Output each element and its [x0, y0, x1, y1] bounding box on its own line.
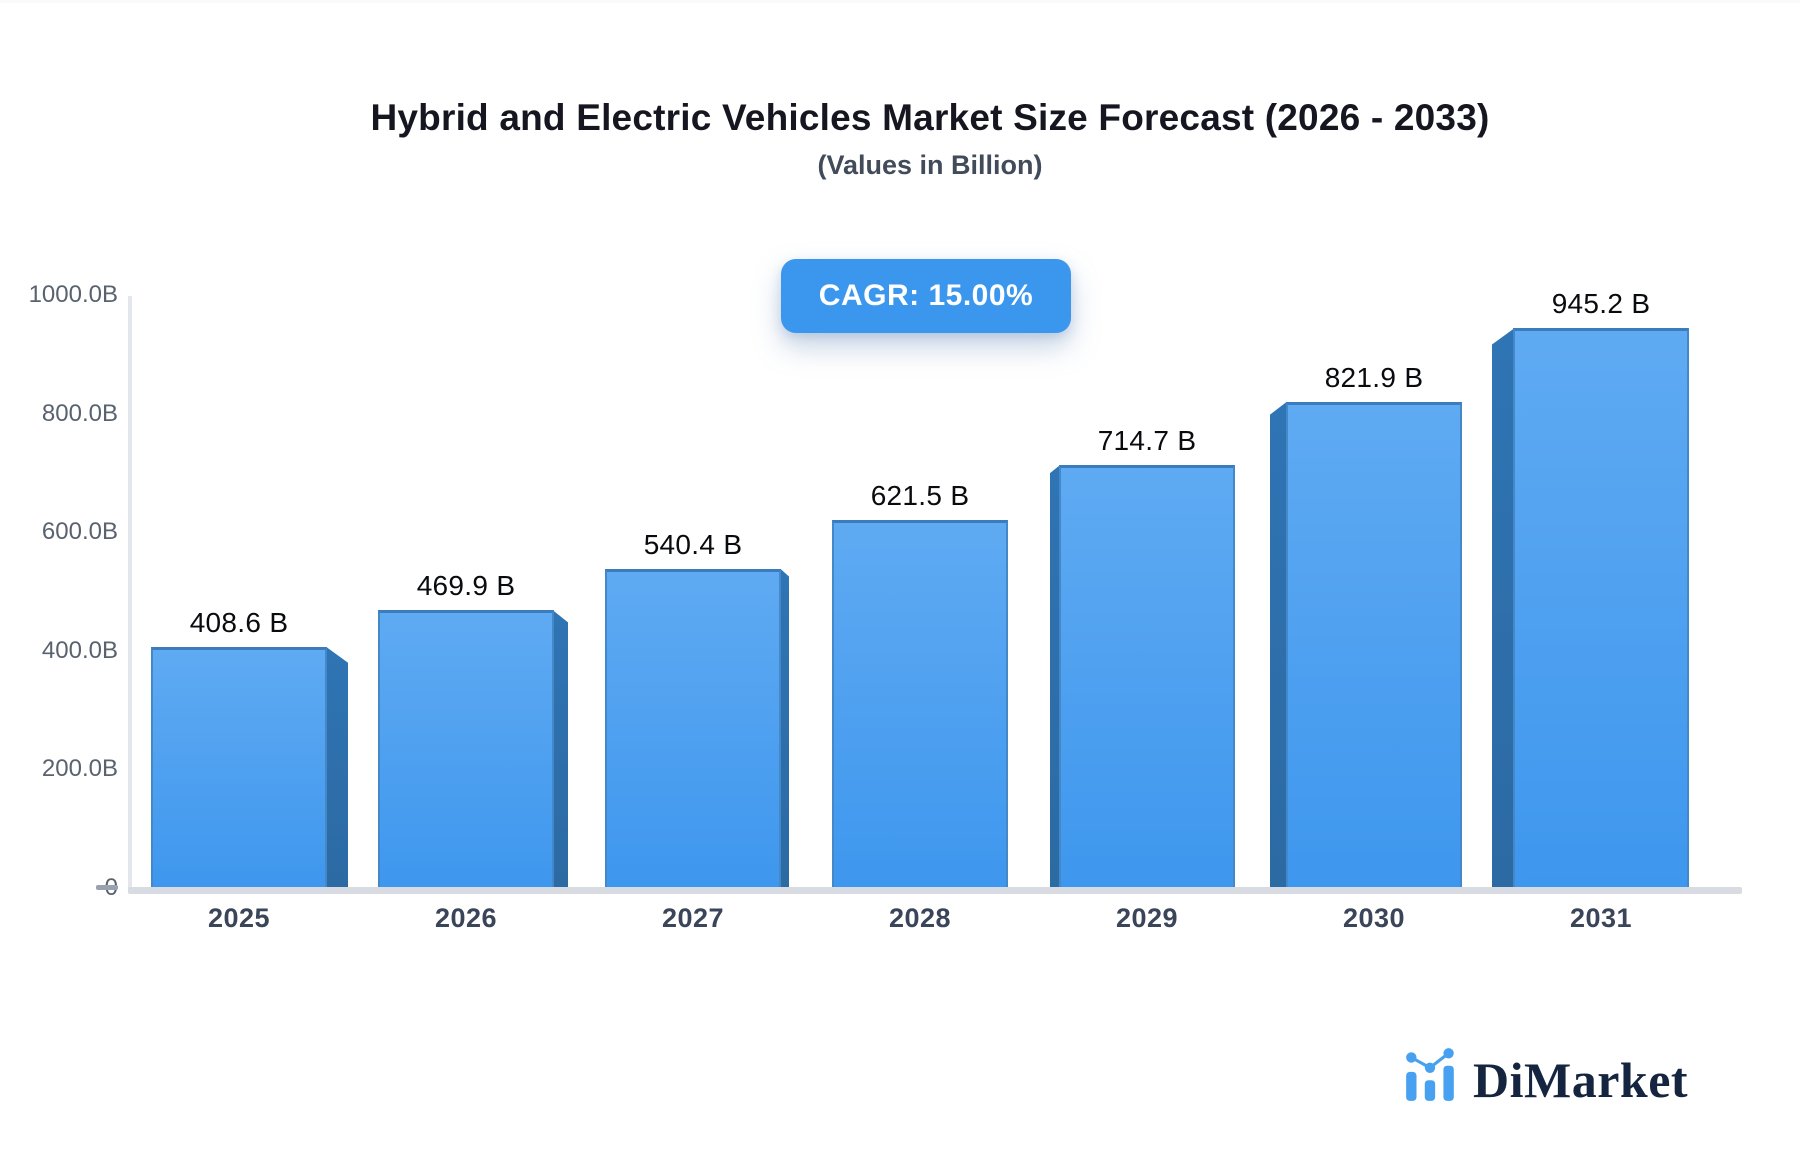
bar-value-label: 945.2 B [1551, 288, 1651, 320]
bar-value-label: 821.9 B [1324, 361, 1424, 393]
y-axis-label: 200.0B [41, 755, 118, 783]
bar-value-label: 714.7 B [1097, 425, 1197, 457]
bar [378, 610, 554, 889]
x-axis-label: 2029 [1115, 903, 1179, 933]
x-axis-label: 2027 [661, 903, 725, 933]
bar [1059, 465, 1235, 889]
x-axis-label: 2028 [888, 903, 952, 933]
y-axis-label: 1000.0B [28, 281, 118, 308]
y-axis-label: 800.0B [41, 399, 118, 427]
cagr-badge: CAGR: 15.00% [781, 259, 1071, 333]
bar [151, 646, 327, 889]
bar [1286, 401, 1462, 889]
bar [605, 568, 781, 889]
bar-side-panel [1050, 465, 1060, 889]
x-axis-label: 2030 [1342, 903, 1406, 933]
brand-logo-icon [1406, 1048, 1454, 1101]
bar-side-panel [553, 610, 568, 889]
bar-side-panel [1270, 401, 1287, 889]
bar-value-label: 408.6 B [189, 606, 289, 638]
chart-title: Hybrid and Electric Vehicles Market Size… [370, 97, 1490, 138]
x-axis-line [128, 887, 1742, 894]
chart-canvas: Hybrid and Electric Vehicles Market Size… [0, 3, 1800, 1156]
y-axis-label: 600.0B [41, 518, 118, 546]
bar-value-label: 469.9 B [416, 570, 516, 602]
brand-logo: DiMarket [1402, 1045, 1688, 1105]
bar-side-panel [780, 568, 789, 889]
bar-side-panel [326, 646, 348, 889]
y-axis-label: 400.0B [41, 636, 118, 664]
bar-value-label: 540.4 B [643, 528, 743, 560]
bar [832, 520, 1008, 889]
brand-logo-text: DiMarket [1473, 1052, 1689, 1108]
chart-subtitle: (Values in Billion) [817, 150, 1043, 180]
y-axis-line [128, 296, 132, 889]
x-axis-label: 2025 [207, 903, 271, 933]
bar [1513, 328, 1689, 889]
bar-side-panel [1492, 328, 1514, 889]
y-axis-zero-tick [96, 885, 118, 890]
x-axis-label: 2026 [434, 903, 498, 933]
bar-value-label: 621.5 B [870, 480, 970, 512]
x-axis-label: 2031 [1569, 903, 1633, 933]
